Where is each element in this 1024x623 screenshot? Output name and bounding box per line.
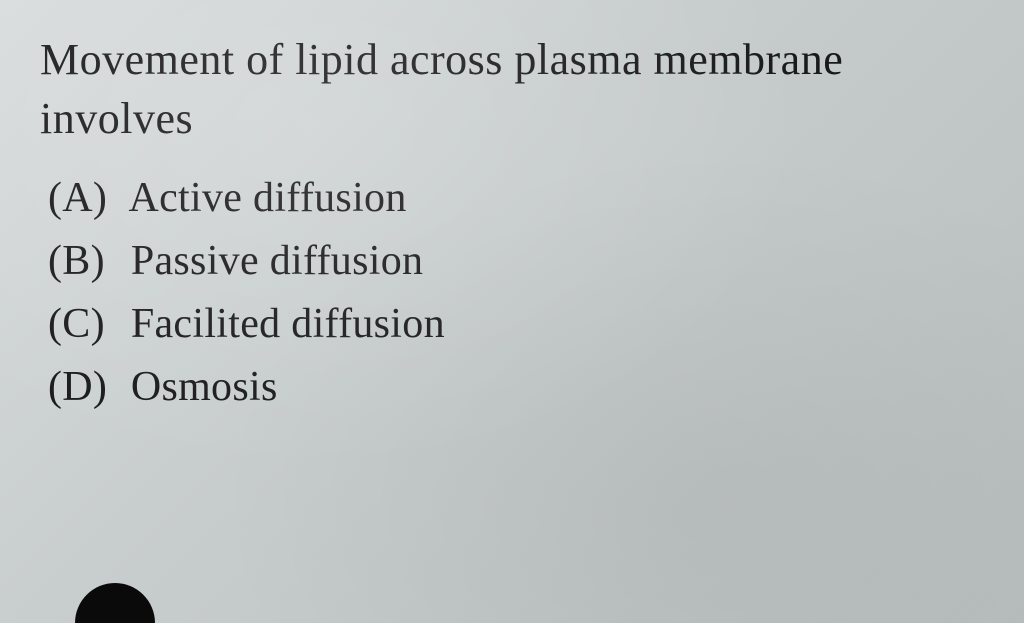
question-line-2: involves (40, 89, 984, 148)
option-c-label: (C) (48, 293, 120, 356)
option-a: (A) Active diffusion (48, 167, 984, 230)
option-c-text: Facilited diffusion (131, 301, 445, 347)
option-d-label: (D) (48, 356, 120, 419)
option-b-text: Passive diffusion (131, 238, 424, 284)
option-b: (B) Passive diffusion (48, 230, 984, 293)
partial-dark-shape (75, 583, 155, 623)
option-b-label: (B) (48, 230, 120, 293)
question-line-1: Movement of lipid across plasma membrane (40, 30, 984, 89)
option-a-text: Active diffusion (128, 175, 406, 221)
option-d-text: Osmosis (131, 364, 278, 410)
options-list: (A) Active diffusion (B) Passive diffusi… (40, 167, 984, 419)
question-stem: Movement of lipid across plasma membrane… (40, 30, 984, 149)
option-a-label: (A) (48, 167, 120, 230)
option-c: (C) Facilited diffusion (48, 293, 984, 356)
option-d: (D) Osmosis (48, 356, 984, 419)
